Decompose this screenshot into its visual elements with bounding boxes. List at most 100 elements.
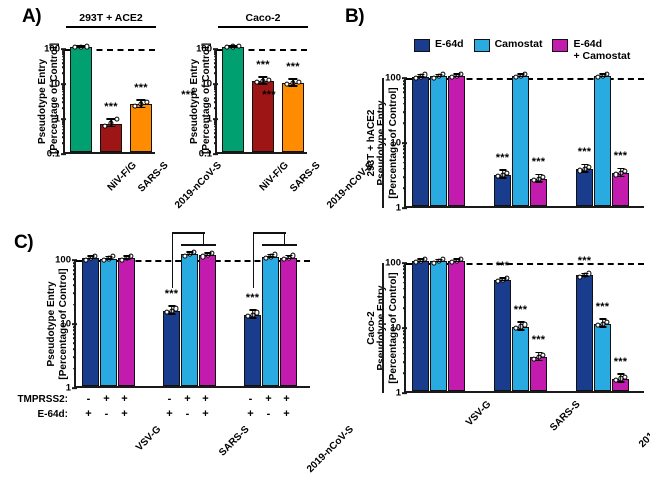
panel-label-a: A) bbox=[22, 6, 42, 27]
panel-c-chart-yminor-tick bbox=[73, 265, 76, 267]
y-axis-label-line1: Pseudotype Entry bbox=[189, 58, 200, 145]
panel-b-chart-0-significance-stars: *** bbox=[495, 152, 510, 165]
legend-label: E-64d bbox=[435, 38, 464, 50]
panel-a-chart-1-yminor-tick bbox=[214, 132, 217, 134]
panel-a-chart-1: 100 10 1 0.1 *** *** Pseudotype Entry [Percenta… bbox=[189, 43, 376, 211]
panel-c-chart-y-axis-label: Pseudotype Entry [Percentage of Control] bbox=[46, 260, 69, 388]
panel-c-chart-error-cap bbox=[104, 255, 113, 258]
panel-c-condition-cell: + bbox=[283, 408, 290, 420]
panel-c-condition-cell: + bbox=[283, 393, 290, 405]
panel-a-chart-1-yminor-tick bbox=[214, 119, 217, 122]
panel-a-chart-0-axes: 100 10 1 0.1 *** *** bbox=[44, 43, 155, 158]
panel-a-chart-1-yminor-tick bbox=[214, 62, 217, 64]
panel-b-chart-0-error-cap bbox=[616, 167, 625, 170]
panel-b-chart-0-error-cap bbox=[598, 73, 607, 75]
panel-a-chart-1-significance-stars: *** bbox=[256, 58, 270, 71]
panel-a-chart-1-yminor-tick bbox=[214, 128, 217, 131]
panel-a-chart-1-yminor-tick bbox=[214, 107, 217, 110]
panel-a-chart-0-yminor-tick bbox=[62, 128, 65, 131]
panel-c-chart-error-cap bbox=[167, 305, 176, 307]
panel-a-chart-0-yminor-tick bbox=[62, 55, 65, 58]
bracket-horizontal-top bbox=[252, 232, 286, 234]
panel-a-chart-1-yminor-tick bbox=[214, 121, 217, 124]
panel-b-chart-0-error-cap bbox=[434, 75, 443, 78]
panel-b-chart-1-yminor-tick bbox=[403, 272, 406, 274]
panel-b-chart-1-yminor-tick bbox=[403, 330, 406, 332]
panel-b-chart-1-error-cap bbox=[452, 260, 461, 263]
panel-b-chart-1-error-cap bbox=[580, 274, 589, 277]
legend-swatch-e-64d bbox=[552, 39, 569, 52]
panel-c-condition-cell: + bbox=[247, 408, 254, 420]
panel-b-chart-0-yminor-tick bbox=[403, 152, 406, 154]
panel-a-chart-1-yminor-tick bbox=[214, 55, 217, 58]
panel-a-chart-1-error-cap bbox=[258, 83, 268, 86]
panel-c-condition-cell: - bbox=[248, 393, 253, 405]
panel-b-chart-1-error-cap bbox=[498, 277, 507, 279]
panel-a-chart-1-yminor-tick bbox=[214, 88, 217, 91]
y-axis-label-line2: [Percentage of Control] bbox=[387, 87, 399, 199]
panel-a-chart-1-yminor-tick bbox=[214, 86, 217, 89]
panel-b-chart-1-yminor-tick bbox=[403, 372, 406, 375]
panel-b-chart-1-error-bar bbox=[537, 353, 540, 362]
panel-b-chart-0-error-cap bbox=[580, 171, 589, 174]
legend-item: Camostat bbox=[473, 38, 543, 52]
panel-b-chart-1-bar bbox=[430, 261, 447, 391]
panel-b-chart-0-bar bbox=[448, 76, 465, 206]
panel-a-chart-1-yminor-tick bbox=[214, 84, 217, 87]
panel-b-chart-1-error-cap bbox=[598, 318, 607, 320]
panel-c-bracket-stars-1: *** bbox=[262, 89, 276, 101]
panel-c-chart-yminor-tick bbox=[73, 348, 76, 351]
panel-a-chart-1-error-cap bbox=[228, 46, 238, 48]
panel-b-chart-1-error-cap bbox=[434, 258, 443, 261]
panel-c-condition-cell: - bbox=[104, 408, 109, 420]
panel-a-chart-0-yminor-tick bbox=[62, 66, 65, 69]
panel-a-chart-0-y-axis-label: Pseudotype Entry [Percentage of Control] bbox=[37, 43, 60, 154]
panel-b-chart-0-error-cap bbox=[534, 173, 543, 176]
panel-b-chart-0-bar bbox=[594, 76, 611, 206]
bracket-horizontal-bottom bbox=[262, 244, 297, 246]
panel-b-chart-1-error-cap bbox=[616, 380, 625, 383]
legend-label: Camostat bbox=[494, 38, 543, 50]
panel-a-chart-0-yminor-tick bbox=[62, 53, 65, 56]
panel-b-chart-1-bar bbox=[448, 261, 465, 391]
panel-c-chart-bar bbox=[100, 258, 117, 386]
panel-b-chart-0-yminor-tick bbox=[403, 91, 406, 94]
panel-a-chart-0-yminor-tick bbox=[62, 123, 65, 126]
panel-a-chart-1-yminor-tick bbox=[214, 90, 217, 93]
panel-c-condition-cell: - bbox=[86, 393, 91, 405]
panel-b-chart-1-yminor-tick bbox=[403, 268, 406, 271]
panel-c-chart-yminor-tick bbox=[73, 278, 76, 281]
bracket-vertical-left bbox=[252, 232, 255, 288]
panel-b-chart-0-yminor-tick bbox=[403, 161, 406, 164]
panel-a-chart-1-yminor-tick bbox=[214, 72, 217, 75]
panel-b-chart-1-x-axis-label: 2019-nCoV-S bbox=[636, 399, 650, 451]
panel-a-chart-1-bar bbox=[222, 47, 244, 152]
panel-b-chart-1-reference-line bbox=[406, 263, 644, 265]
panel-b-side-rule-0 bbox=[374, 78, 384, 208]
panel-c-chart-error-cap bbox=[122, 258, 131, 260]
panel-b-chart-0-error-cap bbox=[434, 73, 443, 76]
panel-a-chart-1-data-point bbox=[266, 77, 272, 83]
panel-b-chart-1-error-cap bbox=[580, 272, 589, 275]
panel-c-chart-error-cap bbox=[86, 257, 95, 260]
panel-a-chart-0-yminor-tick bbox=[62, 121, 65, 124]
panel-a-chart-0-yminor-tick bbox=[62, 51, 65, 54]
panel-c-condition-cell: + bbox=[166, 408, 173, 420]
panel-c-chart-ytick: 10 bbox=[60, 319, 76, 329]
panel-b-chart-1-x-axis-label: SARS-S bbox=[547, 399, 583, 434]
panel-b-chart-1-yminor-tick bbox=[403, 337, 406, 339]
panel-b-chart-0-ytick: 1 bbox=[396, 203, 406, 213]
panel-c-chart: 100 10 1 *** *** *** *** Pseudotype Entry [Perce… bbox=[46, 90, 310, 392]
bracket-vertical-left bbox=[171, 232, 174, 288]
panel-b-chart-1-error-bar bbox=[601, 319, 604, 328]
panel-b-chart-1-significance-stars: *** bbox=[495, 259, 510, 272]
panel-c-chart-error-bar bbox=[170, 306, 173, 315]
panel-c-chart-error-cap bbox=[122, 255, 131, 257]
panel-c-condition-row-label-0: TMPRSS2: bbox=[17, 394, 68, 405]
legend-swatch-camostat bbox=[473, 39, 490, 52]
panel-b-side-label-0: 293T + hACE2 bbox=[366, 109, 377, 177]
panel-a-chart-1-yminor-tick bbox=[214, 136, 217, 139]
panel-c-chart-error-cap bbox=[284, 257, 293, 260]
panel-b-chart-0-data-point bbox=[622, 168, 628, 174]
panel-b-chart-0-error-bar bbox=[501, 171, 504, 179]
